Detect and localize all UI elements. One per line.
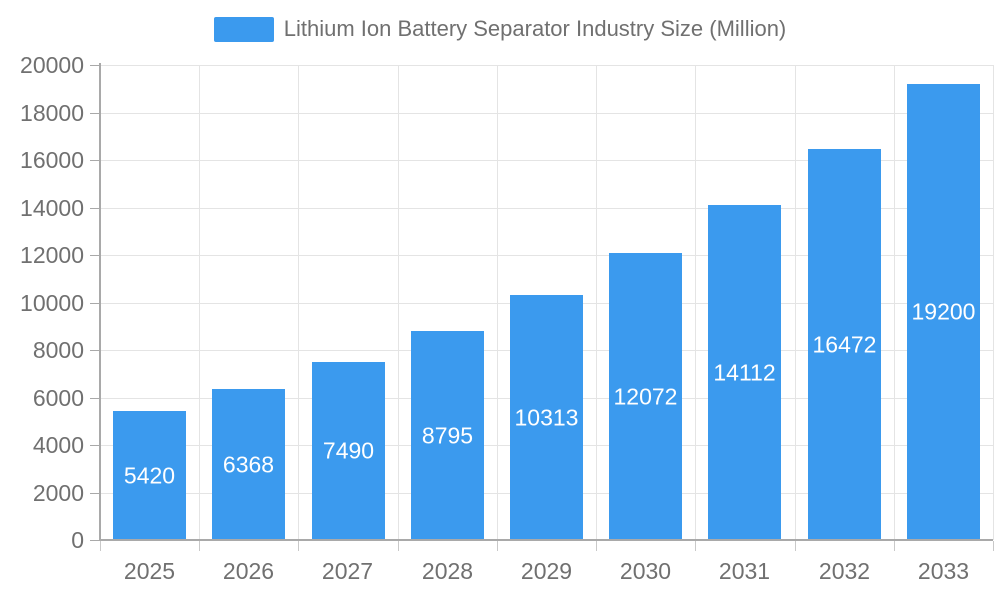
bar-value-label: 19200: [911, 298, 976, 325]
x-axis-tick: [100, 541, 101, 551]
gridline-vertical: [894, 65, 895, 540]
legend-label: Lithium Ion Battery Separator Industry S…: [283, 16, 787, 41]
x-axis-tick: [596, 541, 597, 551]
bar-value-label: 8795: [421, 422, 474, 448]
y-axis-tick: [90, 540, 99, 541]
gridline-horizontal: [100, 255, 993, 256]
y-axis-tick: [90, 255, 99, 256]
gridline-vertical: [695, 65, 696, 540]
gridline-horizontal: [100, 65, 993, 66]
y-tick-label: 6000: [32, 385, 84, 411]
bar-2030[interactable]: 12072: [609, 253, 682, 540]
bar-2027[interactable]: 7490: [312, 362, 385, 540]
gridline-vertical: [795, 65, 796, 540]
x-tick-label: 2026: [222, 558, 275, 584]
x-tick-label: 2031: [718, 558, 771, 584]
x-axis-tick: [695, 541, 696, 551]
x-axis-tick: [497, 541, 498, 551]
y-axis-tick: [90, 303, 99, 304]
y-tick-label: 8000: [32, 337, 84, 363]
y-axis-tick: [90, 208, 99, 209]
y-tick-label: 4000: [32, 432, 84, 458]
y-tick-label: 18000: [20, 100, 84, 126]
gridline-vertical: [199, 65, 200, 540]
y-axis-tick: [90, 113, 99, 114]
x-tick-label: 2028: [421, 558, 474, 584]
y-tick-label: 16000: [20, 147, 84, 173]
x-axis-line: [99, 539, 993, 541]
bar-value-label: 10313: [514, 404, 579, 430]
bar-value-label: 7490: [322, 437, 375, 464]
bar-value-label: 14112: [713, 359, 776, 385]
x-tick-label: 2030: [619, 558, 672, 584]
bar-2032[interactable]: 16472: [808, 149, 881, 540]
y-axis-tick: [90, 160, 99, 161]
x-axis-tick: [795, 541, 796, 551]
y-axis-tick: [90, 445, 99, 446]
y-tick-label: 12000: [20, 242, 84, 268]
x-tick-label: 2027: [321, 558, 374, 584]
x-axis-tick: [993, 541, 994, 551]
y-axis-tick: [90, 493, 99, 494]
bar-2028[interactable]: 8795: [411, 331, 484, 540]
bar-value-label: 5420: [123, 462, 176, 488]
bar-2029[interactable]: 10313: [510, 295, 583, 540]
bar-value-label: 16472: [812, 331, 877, 357]
bar-2033[interactable]: 19200: [907, 84, 980, 540]
y-tick-label: 14000: [20, 195, 84, 221]
gridline-vertical: [596, 65, 597, 540]
y-tick-label: 0: [71, 527, 84, 553]
y-axis-line: [99, 63, 101, 540]
legend-swatch-icon: [213, 16, 274, 42]
gridline-vertical: [497, 65, 498, 540]
bar-value-label: 6368: [222, 451, 275, 477]
gridline-vertical: [298, 65, 299, 540]
x-tick-label: 2029: [520, 558, 573, 584]
y-tick-label: 20000: [20, 52, 84, 78]
x-tick-label: 2032: [818, 558, 871, 584]
gridline-vertical: [398, 65, 399, 540]
bar-2026[interactable]: 6368: [212, 389, 285, 540]
y-axis-tick: [90, 398, 99, 399]
x-tick-label: 2025: [123, 558, 176, 584]
bar-2025[interactable]: 5420: [113, 411, 186, 540]
bar-2031[interactable]: 14112: [708, 205, 781, 540]
y-tick-label: 10000: [20, 290, 84, 316]
x-tick-label: 2033: [917, 558, 970, 584]
y-axis-tick: [90, 350, 99, 351]
gridline-horizontal: [100, 208, 993, 209]
bar-value-label: 12072: [613, 383, 678, 409]
y-axis-tick: [90, 65, 99, 66]
legend[interactable]: Lithium Ion Battery Separator Industry S…: [0, 16, 1000, 42]
gridline-horizontal: [100, 160, 993, 161]
gridline-horizontal: [100, 113, 993, 114]
x-axis-tick: [298, 541, 299, 551]
y-tick-label: 2000: [32, 480, 84, 506]
x-axis-tick: [398, 541, 399, 551]
x-axis-tick: [199, 541, 200, 551]
gridline-vertical: [993, 65, 994, 540]
x-axis-tick: [894, 541, 895, 551]
